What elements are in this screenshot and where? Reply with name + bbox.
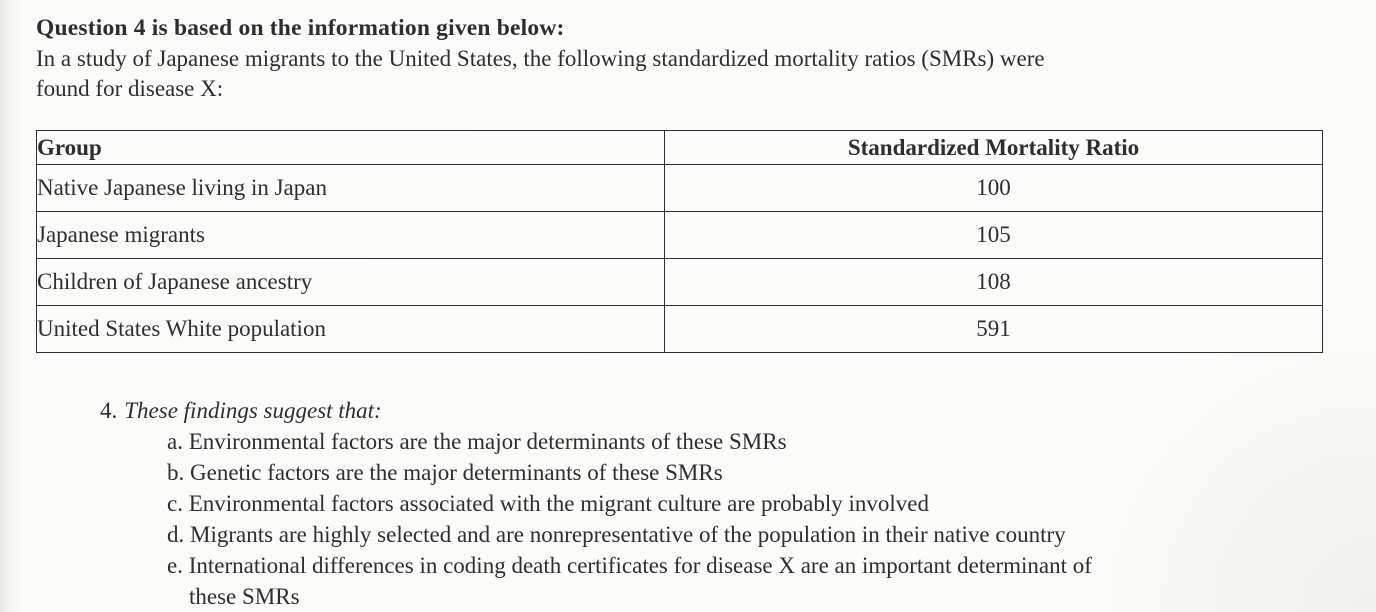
smr-cell: 100 <box>664 164 1323 212</box>
table-row: United States White population 591 <box>36 305 1323 353</box>
document-content: Question 4 is based on the information g… <box>36 0 1336 612</box>
question-block: 4. These findings suggest that: a. Enviro… <box>36 395 1336 612</box>
option-c: c. Environmental factors associated with… <box>167 491 929 516</box>
table-row: Japanese migrants 105 <box>36 211 1323 259</box>
table-row: Native Japanese living in Japan 100 <box>36 164 1323 212</box>
group-cell: Children of Japanese ancestry <box>36 258 665 306</box>
table-header-group: Group <box>36 130 665 165</box>
question-stem-line: 4. These findings suggest that: <box>36 395 1336 426</box>
question-stem: These findings suggest that: <box>124 398 382 423</box>
smr-table: Group Standardized Mortality Ratio Nativ… <box>36 130 1323 353</box>
answer-options: a. Environmental factors are the major d… <box>36 426 1336 612</box>
table-header-row: Group Standardized Mortality Ratio <box>36 130 1323 165</box>
smr-cell: 108 <box>664 258 1323 306</box>
intro-line: In a study of Japanese migrants to the U… <box>36 46 1045 71</box>
table-header-smr: Standardized Mortality Ratio <box>664 130 1323 165</box>
option-a: a. Environmental factors are the major d… <box>167 429 787 454</box>
option-e-continuation: these SMRs <box>189 584 300 609</box>
smr-cell: 105 <box>664 211 1323 259</box>
option-d: d. Migrants are highly selected and are … <box>167 522 1066 547</box>
table-row: Children of Japanese ancestry 108 <box>36 258 1323 306</box>
group-cell: United States White population <box>36 305 665 353</box>
group-cell: Native Japanese living in Japan <box>36 164 665 212</box>
question-heading: Question 4 is based on the information g… <box>36 15 565 41</box>
option-b: b. Genetic factors are the major determi… <box>167 460 723 485</box>
group-cell: Japanese migrants <box>36 211 665 259</box>
smr-cell: 591 <box>664 305 1323 353</box>
question-number: 4. <box>100 398 118 423</box>
intro-line: found for disease X: <box>36 76 224 101</box>
option-e: e. International differences in coding d… <box>167 553 1092 578</box>
intro-paragraph: In a study of Japanese migrants to the U… <box>36 44 1336 104</box>
